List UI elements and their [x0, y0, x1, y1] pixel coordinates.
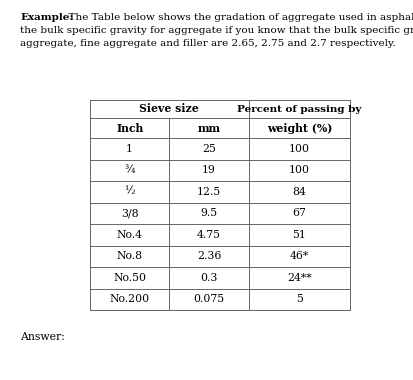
Text: mm: mm: [197, 122, 221, 133]
Text: 12.5: 12.5: [197, 187, 221, 197]
Text: 100: 100: [289, 165, 310, 175]
Text: 0.3: 0.3: [200, 273, 218, 283]
Text: No.4: No.4: [116, 230, 142, 240]
Text: ¾: ¾: [124, 165, 135, 175]
Text: Percent of passing by: Percent of passing by: [237, 105, 361, 114]
Text: No.50: No.50: [113, 273, 146, 283]
Text: 100: 100: [289, 144, 310, 154]
Text: 2.36: 2.36: [197, 251, 221, 261]
Text: Example:: Example:: [20, 13, 73, 22]
Text: 19: 19: [202, 165, 216, 175]
Text: Inch: Inch: [116, 122, 143, 133]
Text: 51: 51: [292, 230, 306, 240]
Text: 3/8: 3/8: [121, 208, 138, 218]
Text: No.8: No.8: [116, 251, 143, 261]
Text: 1: 1: [126, 144, 133, 154]
Text: Sieve size: Sieve size: [140, 103, 199, 114]
Text: 0.075: 0.075: [193, 294, 225, 304]
Text: 9.5: 9.5: [200, 208, 218, 218]
Text: 67: 67: [292, 208, 306, 218]
Text: ½: ½: [124, 187, 135, 197]
Text: 5: 5: [296, 294, 303, 304]
Text: The Table below shows the gradation of aggregate used in asphalt concrete mix. F: The Table below shows the gradation of a…: [62, 13, 413, 22]
Text: aggregate, fine aggregate and filler are 2.65, 2.75 and 2.7 respectively.: aggregate, fine aggregate and filler are…: [20, 39, 396, 48]
Text: Answer:: Answer:: [20, 332, 65, 342]
Text: 25: 25: [202, 144, 216, 154]
Text: 46*: 46*: [290, 251, 309, 261]
Text: 24**: 24**: [287, 273, 312, 283]
Text: the bulk specific gravity for aggregate if you know that the bulk specific gravi: the bulk specific gravity for aggregate …: [20, 26, 413, 35]
Text: weight (%): weight (%): [267, 122, 332, 133]
Text: 84: 84: [292, 187, 306, 197]
Text: 4.75: 4.75: [197, 230, 221, 240]
Text: No.200: No.200: [109, 294, 150, 304]
